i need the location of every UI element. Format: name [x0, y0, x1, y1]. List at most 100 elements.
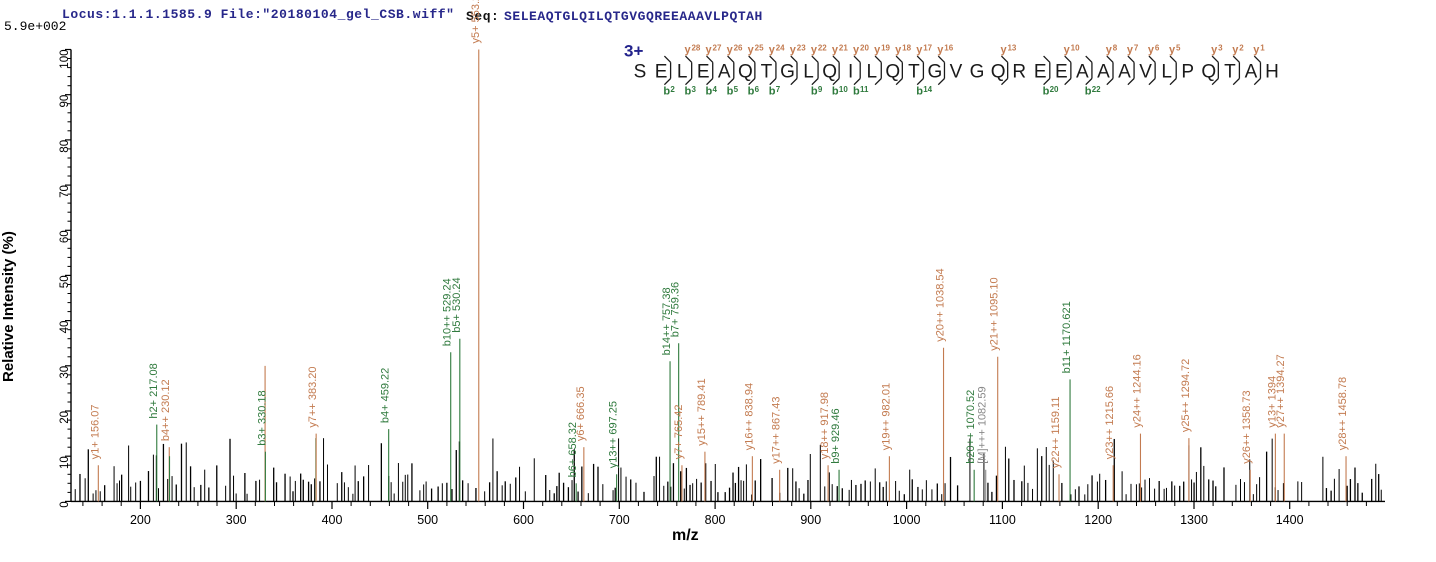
- svg-text:y5+ 553.29: y5+ 553.29: [470, 0, 482, 44]
- svg-text:3: 3: [1218, 44, 1223, 53]
- svg-text:b11+ 1170.621: b11+ 1170.621: [1061, 301, 1073, 373]
- svg-text:19: 19: [881, 44, 890, 53]
- svg-text:y: y: [684, 44, 691, 56]
- svg-text:1000: 1000: [893, 513, 921, 527]
- svg-text:V: V: [950, 62, 963, 83]
- svg-text:1200: 1200: [1084, 513, 1112, 527]
- svg-text:y23++ 1215.66: y23++ 1215.66: [1104, 386, 1116, 459]
- svg-text:A: A: [1097, 62, 1110, 83]
- svg-text:20: 20: [59, 411, 71, 424]
- svg-text:I: I: [848, 62, 853, 83]
- svg-text:T: T: [1224, 62, 1236, 83]
- svg-text:10: 10: [59, 456, 71, 469]
- svg-text:H: H: [1265, 62, 1279, 83]
- svg-text:b: b: [853, 86, 860, 98]
- svg-text:2: 2: [670, 85, 675, 94]
- svg-text:26: 26: [734, 44, 743, 53]
- svg-text:14: 14: [923, 85, 932, 94]
- svg-text:E: E: [1055, 62, 1068, 83]
- svg-text:1400: 1400: [1276, 513, 1304, 527]
- svg-text:60: 60: [59, 230, 71, 243]
- svg-text:y17++ 867.43: y17++ 867.43: [771, 396, 783, 463]
- svg-text:800: 800: [705, 513, 726, 527]
- svg-text:y7++ 383.20: y7++ 383.20: [307, 366, 319, 427]
- svg-text:L: L: [803, 62, 814, 83]
- svg-text:200: 200: [130, 513, 151, 527]
- svg-text:b: b: [663, 86, 670, 98]
- svg-text:G: G: [928, 62, 943, 83]
- svg-text:300: 300: [226, 513, 247, 527]
- svg-text:b: b: [811, 86, 818, 98]
- svg-text:y28++ 1458.78: y28++ 1458.78: [1337, 377, 1349, 450]
- svg-text:Q: Q: [1201, 62, 1216, 83]
- svg-text:y26++ 1358.73: y26++ 1358.73: [1241, 390, 1253, 463]
- svg-text:b: b: [832, 86, 839, 98]
- svg-text:y: y: [1148, 44, 1155, 56]
- svg-text:y13++ 697.25: y13++ 697.25: [608, 401, 620, 468]
- svg-text:[M]+++ 1082.59: [M]+++ 1082.59: [977, 386, 989, 463]
- svg-text:L: L: [1161, 62, 1172, 83]
- svg-text:Q: Q: [885, 62, 900, 83]
- svg-text:20: 20: [860, 44, 869, 53]
- svg-text:5: 5: [734, 85, 739, 94]
- svg-text:y: y: [1064, 44, 1071, 56]
- svg-text:22: 22: [818, 44, 827, 53]
- svg-text:A: A: [1076, 62, 1089, 83]
- svg-text:23: 23: [797, 44, 806, 53]
- svg-text:b: b: [1043, 86, 1050, 98]
- svg-text:24: 24: [776, 44, 785, 53]
- svg-text:10: 10: [1071, 44, 1080, 53]
- svg-text:13: 13: [1007, 44, 1016, 53]
- svg-text:y: y: [1253, 44, 1260, 56]
- svg-text:6: 6: [1155, 44, 1160, 53]
- svg-text:70: 70: [59, 185, 71, 198]
- svg-text:100: 100: [59, 50, 71, 69]
- svg-text:5: 5: [1176, 44, 1181, 53]
- svg-text:y: y: [769, 44, 776, 56]
- svg-text:y: y: [1169, 44, 1176, 56]
- svg-text:y: y: [811, 44, 818, 56]
- svg-text:y6+ 666.35: y6+ 666.35: [575, 386, 587, 441]
- svg-text:A: A: [1245, 62, 1258, 83]
- svg-text:3+: 3+: [624, 42, 643, 61]
- svg-text:3: 3: [691, 85, 696, 94]
- svg-text:y: y: [853, 44, 860, 56]
- svg-text:b4++ 230.12: b4++ 230.12: [160, 379, 172, 441]
- svg-text:A: A: [1118, 62, 1131, 83]
- svg-text:8: 8: [1113, 44, 1118, 53]
- svg-text:y: y: [916, 44, 923, 56]
- svg-text:y19++ 982.01: y19++ 982.01: [880, 383, 892, 450]
- svg-text:b4+ 459.22: b4+ 459.22: [380, 368, 392, 423]
- svg-text:y: y: [1232, 44, 1239, 56]
- svg-text:b: b: [706, 86, 713, 98]
- svg-text:11: 11: [860, 85, 869, 94]
- svg-text:b: b: [727, 86, 734, 98]
- svg-text:1: 1: [1260, 44, 1265, 53]
- svg-text:G: G: [970, 62, 985, 83]
- svg-text:y: y: [937, 44, 944, 56]
- svg-text:21: 21: [839, 44, 848, 53]
- svg-text:1100: 1100: [989, 513, 1016, 527]
- svg-text:4: 4: [713, 85, 718, 94]
- svg-text:y15++ 789.41: y15++ 789.41: [696, 378, 708, 445]
- svg-text:Q: Q: [991, 62, 1006, 83]
- svg-text:b: b: [916, 86, 923, 98]
- svg-text:L: L: [866, 62, 877, 83]
- svg-text:2: 2: [1239, 44, 1244, 53]
- svg-text:b: b: [1085, 86, 1092, 98]
- svg-text:17: 17: [923, 44, 932, 53]
- svg-text:Q: Q: [822, 62, 837, 83]
- svg-text:20: 20: [1050, 85, 1059, 94]
- svg-text:900: 900: [800, 513, 821, 527]
- svg-text:T: T: [761, 62, 773, 83]
- svg-text:y7+ 765.42: y7+ 765.42: [673, 405, 685, 460]
- svg-text:y27++ 1394.27: y27++ 1394.27: [1275, 354, 1287, 427]
- svg-text:y: y: [727, 44, 734, 56]
- svg-text:30: 30: [59, 366, 71, 379]
- svg-text:27: 27: [713, 44, 722, 53]
- svg-text:50: 50: [59, 275, 71, 288]
- svg-text:7: 7: [1134, 44, 1139, 53]
- svg-text:18: 18: [902, 44, 911, 53]
- svg-text:y: y: [1000, 44, 1007, 56]
- svg-text:b5+ 530.24: b5+ 530.24: [451, 277, 463, 332]
